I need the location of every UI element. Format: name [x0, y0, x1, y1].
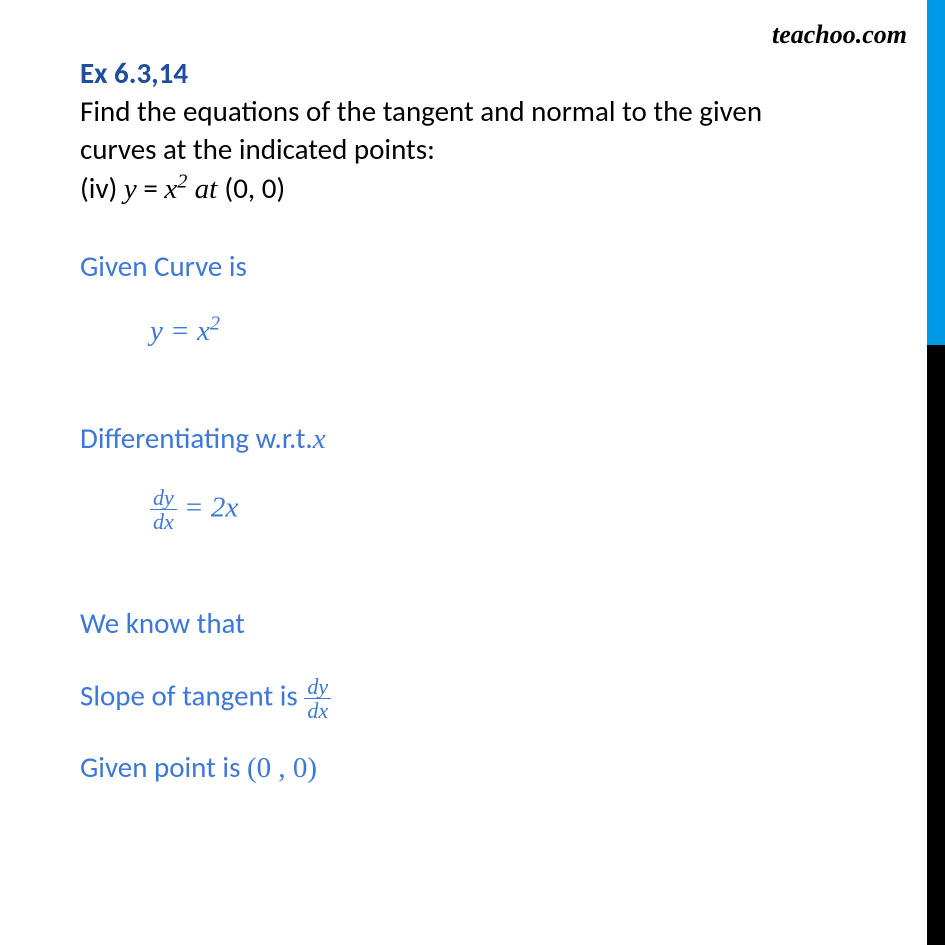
frac-num: dy	[150, 486, 177, 510]
slope-label-a: Slope of tangent is	[80, 678, 304, 714]
subpart-point: (0, 0)	[224, 170, 285, 206]
given-point-value: (0 , 0)	[247, 752, 317, 784]
subpart-prefix: (iv)	[80, 170, 124, 206]
subpart-eq-rhs: x2	[164, 173, 187, 205]
content-area: Ex 6.3,14 Find the equations of the tang…	[0, 0, 945, 788]
slope-fraction: dy dx	[304, 675, 331, 722]
subpart-base: x	[164, 173, 177, 205]
eq2-equals: =	[177, 491, 211, 523]
step-slope-label: Slope of tangent is dy dx	[80, 675, 865, 722]
step-differentiate-label: Differentiating w.r.t.x	[80, 418, 865, 460]
stripe-black-segment	[927, 345, 945, 945]
dy-dx-fraction: dy dx	[150, 486, 177, 533]
eq1-equals: =	[163, 315, 197, 347]
problem-statement-line2: curves at the indicated points:	[80, 131, 865, 169]
problem-statement-line1: Find the equations of the tangent and no…	[80, 93, 865, 131]
subpart-eq-equals: =	[137, 170, 165, 206]
step-given-curve-eq: y = x2	[80, 315, 865, 348]
given-point-label: Given point is	[80, 749, 247, 785]
eq2-rhs: 2x	[211, 491, 238, 523]
eq1-base: x	[197, 315, 210, 347]
slope-frac-den: dx	[304, 699, 331, 722]
exercise-title: Ex 6.3,14	[80, 55, 865, 91]
slope-frac-num: dy	[304, 675, 331, 699]
subpart: (iv) y = x2 at (0, 0)	[80, 170, 865, 206]
subpart-at: at	[187, 173, 224, 205]
watermark: teachoo.com	[772, 20, 907, 50]
diff-label-a: Differentiating w.r.t.	[80, 420, 313, 456]
step-given-point: Given point is (0 , 0)	[80, 747, 865, 789]
eq1-lhs: y	[150, 315, 163, 347]
eq1-exp: 2	[210, 312, 220, 334]
subpart-exp: 2	[177, 171, 187, 193]
diff-label-b: x	[313, 423, 326, 455]
frac-den: dx	[150, 510, 177, 533]
stripe-blue-segment	[927, 0, 945, 345]
eq1-rhs: x2	[197, 315, 220, 347]
step-differentiate-eq: dy dx = 2x	[80, 486, 865, 533]
subpart-eq-lhs: y	[124, 173, 137, 205]
side-stripe	[927, 0, 945, 945]
step-given-curve-label: Given Curve is	[80, 246, 865, 287]
step-we-know-label: We know that	[80, 603, 865, 644]
